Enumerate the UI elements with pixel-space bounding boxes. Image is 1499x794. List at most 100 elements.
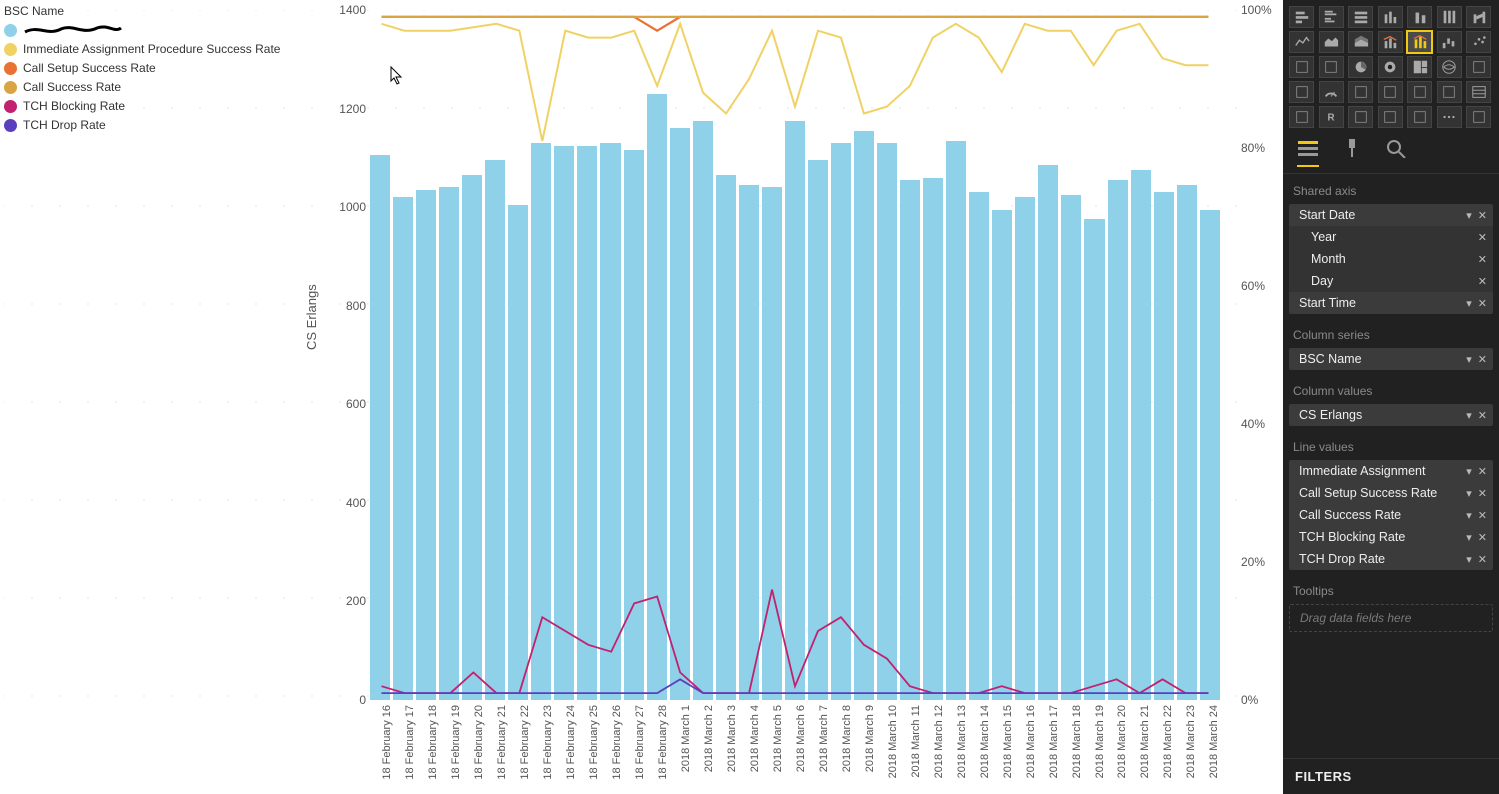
chevron-down-icon[interactable]: ▾ <box>1466 297 1472 310</box>
viz-area-icon[interactable] <box>1319 31 1344 53</box>
remove-field-icon[interactable]: ✕ <box>1478 487 1487 500</box>
x-tick: 18 February 26 <box>600 705 623 790</box>
legend-item-csr[interactable]: Call Success Rate <box>4 80 280 94</box>
viz-more-icon[interactable] <box>1437 106 1462 128</box>
viz-clustered-column-icon[interactable] <box>1378 6 1403 28</box>
viz-gauge-icon[interactable] <box>1319 81 1344 103</box>
y-axis-right-ticks: 0%20%40%60%80%100% <box>1241 0 1283 700</box>
viz-column-small-icon[interactable] <box>1289 56 1314 78</box>
field-well-item[interactable]: BSC Name▾✕ <box>1289 348 1493 370</box>
chevron-down-icon[interactable]: ▾ <box>1466 409 1472 422</box>
line-tchb[interactable] <box>381 590 1208 694</box>
line-cssr[interactable] <box>381 17 1208 31</box>
viz-slicer-icon[interactable] <box>1437 81 1462 103</box>
field-well-item[interactable]: TCH Drop Rate▾✕ <box>1289 548 1493 570</box>
field-well[interactable]: CS Erlangs▾✕ <box>1289 404 1493 426</box>
viz-clustered-bar-icon[interactable] <box>1319 6 1344 28</box>
field-well-item[interactable]: Call Success Rate▾✕ <box>1289 504 1493 526</box>
chart-plot-area <box>370 10 1220 700</box>
remove-field-icon[interactable]: ✕ <box>1478 465 1487 478</box>
field-well-item[interactable]: Start Date▾✕ <box>1289 204 1493 226</box>
field-well-item[interactable]: Year✕ <box>1289 226 1493 248</box>
remove-field-icon[interactable]: ✕ <box>1478 275 1487 288</box>
filters-header[interactable]: FILTERS <box>1283 758 1499 794</box>
fields-tab[interactable] <box>1297 138 1319 167</box>
visualizations-pane: R Shared axisStart Date▾✕Year✕Month✕Day✕… <box>1283 0 1499 794</box>
legend-label: Call Setup Success Rate <box>23 61 156 75</box>
chevron-down-icon[interactable]: ▾ <box>1466 553 1472 566</box>
viz-waterfall-icon[interactable] <box>1437 31 1462 53</box>
x-tick: 2018 March 15 <box>990 705 1013 790</box>
viz-table-icon[interactable] <box>1466 81 1491 103</box>
field-well-placeholder[interactable]: Drag data fields here <box>1289 604 1493 632</box>
chevron-down-icon[interactable]: ▾ <box>1466 465 1472 478</box>
line-iapsr[interactable] <box>381 24 1208 141</box>
viz-scatter-icon[interactable] <box>1466 31 1491 53</box>
x-tick: 2018 March 7 <box>806 705 829 790</box>
remove-field-icon[interactable]: ✕ <box>1478 509 1487 522</box>
remove-field-icon[interactable]: ✕ <box>1478 531 1487 544</box>
viz-stacked-column-icon[interactable] <box>1407 6 1432 28</box>
remove-field-icon[interactable]: ✕ <box>1478 353 1487 366</box>
chevron-down-icon[interactable]: ▾ <box>1466 531 1472 544</box>
viz-line-stacked-icon[interactable] <box>1407 31 1432 53</box>
legend-item-bsc[interactable] <box>4 23 280 37</box>
remove-field-icon[interactable]: ✕ <box>1478 231 1487 244</box>
viz-kpi-icon[interactable] <box>1407 81 1432 103</box>
viz-stacked-bar-icon[interactable] <box>1289 6 1314 28</box>
viz-stacked-area-icon[interactable] <box>1348 31 1373 53</box>
viz-stacked-bar-100-icon[interactable] <box>1348 6 1373 28</box>
viz-donut-icon[interactable] <box>1378 56 1403 78</box>
chevron-down-icon[interactable]: ▾ <box>1466 487 1472 500</box>
viz-blank-icon[interactable] <box>1466 106 1491 128</box>
remove-field-icon[interactable]: ✕ <box>1478 297 1487 310</box>
remove-field-icon[interactable]: ✕ <box>1478 553 1487 566</box>
field-well[interactable]: BSC Name▾✕ <box>1289 348 1493 370</box>
viz-treemap-icon[interactable] <box>1407 56 1432 78</box>
field-well-item-label: Call Setup Success Rate <box>1299 486 1437 500</box>
remove-field-icon[interactable]: ✕ <box>1478 409 1487 422</box>
analytics-tab[interactable] <box>1385 138 1407 167</box>
viz-scatter-small-icon[interactable] <box>1319 56 1344 78</box>
field-well-item[interactable]: Call Setup Success Rate ▾ ✕ <box>1289 482 1493 504</box>
viz-funnel-icon[interactable] <box>1289 81 1314 103</box>
legend-item-iapsr[interactable]: Immediate Assignment Procedure Success R… <box>4 42 280 56</box>
field-well-item[interactable]: Start Time▾✕ <box>1289 292 1493 314</box>
viz-ribbon-icon[interactable] <box>1466 6 1491 28</box>
field-well-item[interactable]: Immediate Assignment▾✕ <box>1289 460 1493 482</box>
viz-python-icon[interactable] <box>1378 106 1403 128</box>
x-tick: 2018 March 8 <box>829 705 852 790</box>
field-well-item[interactable]: Day✕ <box>1289 270 1493 292</box>
viz-py-icon[interactable] <box>1407 106 1432 128</box>
field-well-item[interactable]: CS Erlangs▾✕ <box>1289 404 1493 426</box>
field-well[interactable]: Start Date▾✕Year✕Month✕Day✕Start Time▾✕ <box>1289 204 1493 314</box>
viz-multi-card-icon[interactable] <box>1378 81 1403 103</box>
chevron-down-icon[interactable]: ▾ <box>1466 509 1472 522</box>
x-tick: 18 February 25 <box>577 705 600 790</box>
field-well[interactable]: Immediate Assignment▾✕Call Setup Success… <box>1289 460 1493 570</box>
remove-field-icon[interactable]: ✕ <box>1478 253 1487 266</box>
viz-line-icon[interactable] <box>1289 31 1314 53</box>
remove-field-icon[interactable]: ✕ <box>1478 209 1487 222</box>
viz-arcgis-icon[interactable] <box>1348 106 1373 128</box>
x-tick: 2018 March 24 <box>1197 705 1220 790</box>
x-tick: 18 February 19 <box>439 705 462 790</box>
viz-card-icon[interactable] <box>1348 81 1373 103</box>
chevron-down-icon[interactable]: ▾ <box>1466 209 1472 222</box>
viz-map-icon[interactable] <box>1437 56 1462 78</box>
viz-pie-icon[interactable] <box>1348 56 1373 78</box>
format-tab[interactable] <box>1341 138 1363 167</box>
field-well-item[interactable]: TCH Blocking Rate▾✕ <box>1289 526 1493 548</box>
legend-item-tchd[interactable]: TCH Drop Rate <box>4 118 280 132</box>
legend-item-tchb[interactable]: TCH Blocking Rate <box>4 99 280 113</box>
viz-matrix-icon[interactable] <box>1289 106 1314 128</box>
x-tick: 2018 March 23 <box>1174 705 1197 790</box>
viz-filled-map-icon[interactable] <box>1466 56 1491 78</box>
x-tick: 2018 March 17 <box>1036 705 1059 790</box>
viz-stacked-column-100-icon[interactable] <box>1437 6 1462 28</box>
legend-item-cssr[interactable]: Call Setup Success Rate <box>4 61 280 75</box>
chevron-down-icon[interactable]: ▾ <box>1466 353 1472 366</box>
viz-line-clustered-icon[interactable] <box>1378 31 1403 53</box>
viz-r-visual-icon[interactable]: R <box>1319 106 1344 128</box>
field-well-item[interactable]: Month✕ <box>1289 248 1493 270</box>
